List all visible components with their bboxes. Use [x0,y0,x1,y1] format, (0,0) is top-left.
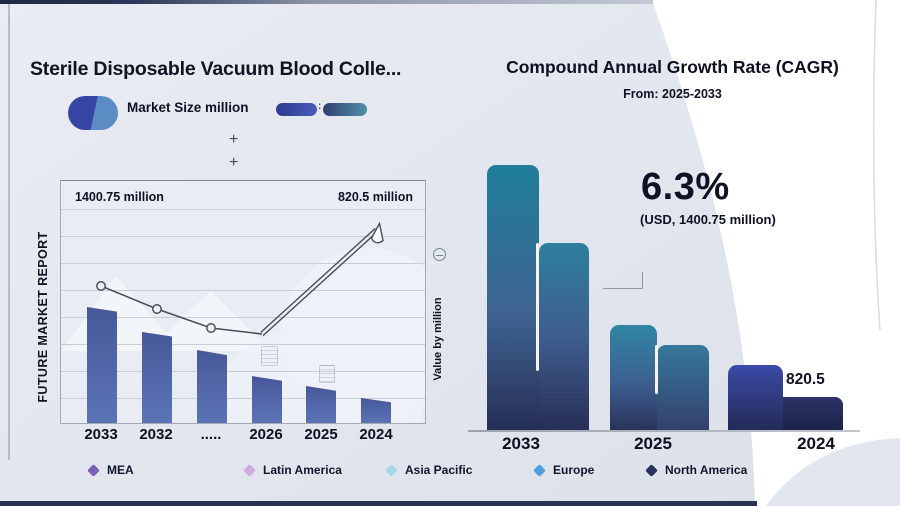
value-annotation-2024: 820.5 million [337,190,413,204]
cagr-basis: (USD, 1400.75 million) [640,212,776,227]
bar-divider [655,345,658,394]
gridline [61,344,425,345]
step-bracket-decoration [603,272,643,289]
cagr-subtitle: From: 2025-2033 [623,87,722,101]
top-border-strip [0,0,653,4]
gridline [61,236,425,237]
legend-diamond-icon [243,463,256,477]
bar-2033 [87,307,117,423]
gridline [61,371,425,372]
bottom-border-strip [0,501,757,506]
x-label: 2024 [359,426,393,443]
legend-diamond-icon [533,463,546,477]
legend-label: Latin America [263,463,342,477]
bar-2025 [306,386,336,423]
pill-separator: : [318,101,322,112]
gridline [61,398,425,399]
gridline [61,317,425,318]
legend-item-north-america: North America [645,463,748,477]
bar-2032 [142,332,172,423]
cagr-bar-2024-b [783,397,843,432]
x-label: 2033 [84,426,118,443]
value-annotation-2033: 1400.75 million [75,190,164,204]
gridline [61,290,425,291]
left-chart-title: Sterile Disposable Vacuum Blood Colle... [30,58,402,80]
market-size-chart: 1400.75 million 820.5 million [60,180,426,424]
plus-mark-icon: + [229,154,239,171]
minus-icon [433,248,446,261]
cagr-bar-2033-a [487,165,539,432]
legend-label: MEA [107,463,134,477]
legend-label: Europe [553,463,595,477]
x-label: 2024 [797,434,835,453]
cagr-value: 6.3% [641,166,730,208]
future-market-report-label: FUTURE MARKET REPORT [36,231,50,403]
legend-diamond-icon [645,463,658,477]
scale-pill-icon-right [323,103,367,116]
gridline [61,263,425,264]
legend-diamond-icon [385,463,398,477]
x-label: 2025 [634,434,672,453]
document-watermark-icon [319,365,335,383]
x-label: 2033 [502,434,540,453]
legend-item-asia-pacific: Asia Pacific [385,463,473,477]
cagr-title: Compound Annual Growth Rate (CAGR) [506,57,839,77]
x-label: ..... [200,426,222,443]
legend-diamond-icon [87,463,100,477]
bar-dots [197,350,227,423]
cagr-bar-2025-a [610,325,657,432]
y-axis-label: Value by million [432,297,444,381]
x-axis-line [468,430,860,432]
x-label: 2026 [249,426,283,443]
legend-label: North America [665,463,748,477]
gridline [61,209,425,210]
blood-tube-capsule-icon [68,96,118,130]
left-border-line [8,4,10,460]
x-label: 2025 [304,426,338,443]
document-watermark-icon [261,346,278,366]
legend-item-latin-america: Latin America [243,463,342,477]
scale-pill-icon-left [276,103,317,116]
legend-item-europe: Europe [533,463,595,477]
market-size-label: Market Size million [127,100,249,115]
trend-line-arrow [96,221,384,337]
legend-item-mea: MEA [87,463,134,477]
x-label: 2032 [139,426,173,443]
bar-value-label: 820.5 [786,371,825,388]
legend-label: Asia Pacific [405,463,473,477]
bar-2024 [361,398,391,423]
bar-divider [536,243,539,371]
cagr-bar-2024-a [728,365,783,432]
cagr-bar-2025-b [657,345,709,432]
cagr-bar-2033-b [539,243,589,432]
bar-2026 [252,376,282,423]
plus-mark-icon: + [229,131,239,148]
